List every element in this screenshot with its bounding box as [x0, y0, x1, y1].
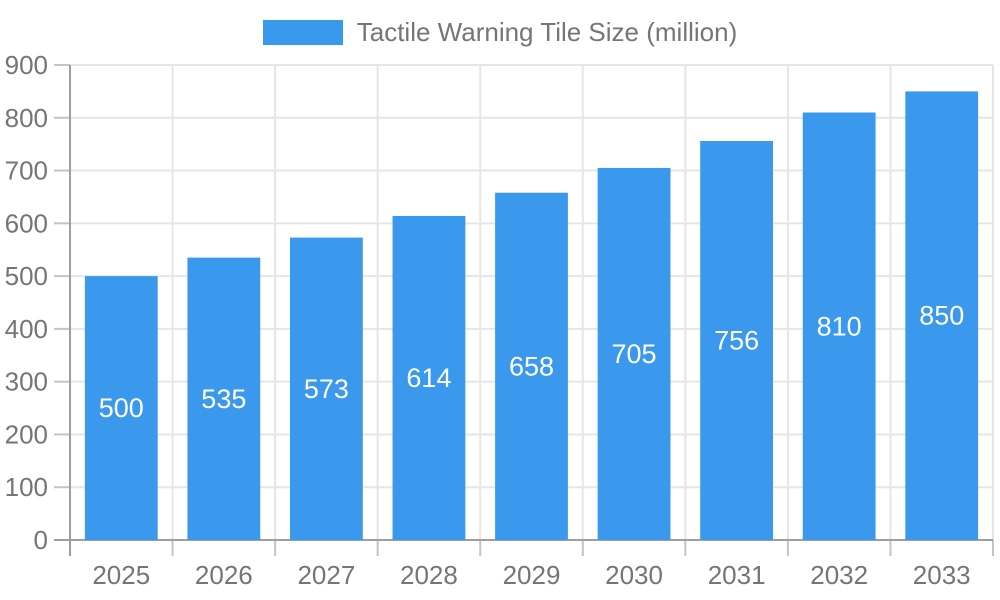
bar-value-label: 850: [919, 301, 964, 331]
bar: [289, 237, 363, 541]
x-tick-label: 2028: [400, 560, 458, 590]
bar-value-label: 535: [201, 384, 246, 414]
bar-value-label: 810: [817, 311, 862, 341]
y-tick-label: 600: [5, 208, 48, 238]
bar: [802, 112, 876, 540]
x-tick-label: 2026: [195, 560, 253, 590]
bar: [187, 257, 261, 540]
bar: [84, 276, 158, 540]
x-tick-label: 2027: [297, 560, 355, 590]
x-tick-label: 2033: [913, 560, 971, 590]
legend-label: Tactile Warning Tile Size (million): [356, 17, 738, 47]
y-tick-label: 700: [5, 156, 48, 186]
x-tick-label: 2025: [92, 560, 150, 590]
bar: [597, 167, 671, 540]
bar-value-label: 614: [406, 363, 451, 393]
bar-value-label: 573: [304, 374, 349, 404]
bar-value-label: 658: [509, 351, 554, 381]
bar: [905, 91, 979, 540]
bar: [700, 141, 774, 540]
legend-swatch: [262, 20, 343, 45]
x-tick-label: 2032: [810, 560, 868, 590]
bar-value-label: 500: [99, 393, 144, 423]
y-tick-label: 500: [5, 261, 48, 291]
chart-legend: Tactile Warning Tile Size (million): [0, 17, 1000, 47]
y-tick-label: 0: [34, 525, 48, 555]
y-tick-label: 900: [5, 50, 48, 80]
y-tick-label: 400: [5, 314, 48, 344]
bar-value-label: 756: [714, 326, 759, 356]
y-tick-label: 300: [5, 367, 48, 397]
bar-value-label: 705: [612, 339, 657, 369]
y-tick-label: 800: [5, 103, 48, 133]
x-tick-label: 2031: [708, 560, 766, 590]
y-tick-label: 100: [5, 472, 48, 502]
y-tick-label: 200: [5, 419, 48, 449]
x-tick-label: 2029: [503, 560, 561, 590]
bar: [392, 215, 466, 540]
bar: [495, 192, 568, 540]
x-tick-label: 2030: [605, 560, 663, 590]
